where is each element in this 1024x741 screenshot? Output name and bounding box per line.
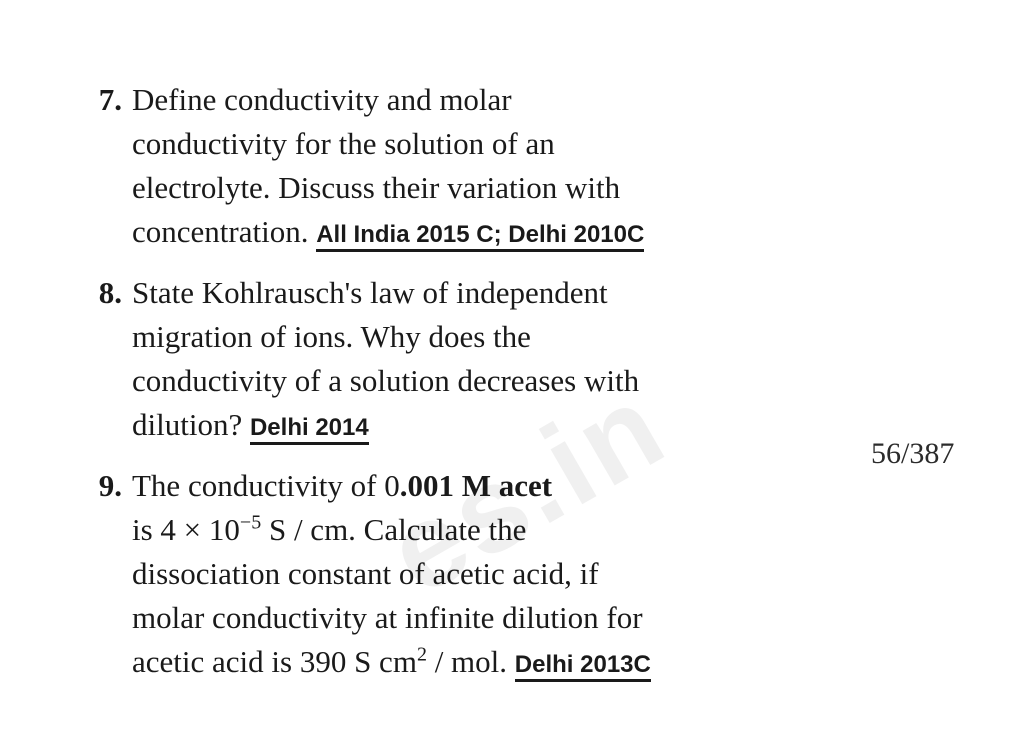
text-line: dilution? bbox=[132, 407, 250, 442]
superscript: −5 bbox=[240, 512, 261, 534]
question-number: 8. bbox=[60, 271, 132, 315]
question-body: State Kohlrausch's law of independent mi… bbox=[132, 271, 964, 450]
text-line: State Kohlrausch's law of independent bbox=[132, 275, 608, 310]
question-8: 8. State Kohlrausch's law of independent… bbox=[60, 271, 964, 450]
text-line: migration of ions. Why does the bbox=[132, 319, 531, 354]
superscript: 2 bbox=[417, 644, 427, 666]
question-body: The conductivity of 0.001 M acet is 4 × … bbox=[132, 464, 964, 687]
text-line: is 4 × 10 bbox=[132, 512, 240, 547]
question-body: Define conductivity and molar conductivi… bbox=[132, 78, 964, 257]
text-line: electrolyte. Discuss their variation wit… bbox=[132, 170, 620, 205]
text-line: conductivity for the solution of an bbox=[132, 126, 555, 161]
source-tag: All India 2015 C; Delhi 2010C bbox=[316, 221, 644, 252]
question-9: 9. The conductivity of 0.001 M acet is 4… bbox=[60, 464, 964, 687]
text-line: molar conductivity at infinite dilution … bbox=[132, 600, 643, 635]
text-line: acetic acid is 390 S cm bbox=[132, 644, 417, 679]
question-7: 7. Define conductivity and molar conduct… bbox=[60, 78, 964, 257]
text-line: concentration. bbox=[132, 214, 316, 249]
text-line: S / cm. Calculate the bbox=[261, 512, 526, 547]
text-line: conductivity of a solution decreases wit… bbox=[132, 363, 639, 398]
source-tag: Delhi 2014 bbox=[250, 414, 369, 445]
text-line: dissociation constant of acetic acid, if bbox=[132, 556, 599, 591]
text-line: Define conductivity and molar bbox=[132, 82, 512, 117]
question-number: 9. bbox=[60, 464, 132, 508]
question-number: 7. bbox=[60, 78, 132, 122]
text-line-bold: .001 M acet bbox=[400, 468, 552, 503]
page-indicator: 56/387 bbox=[871, 437, 954, 471]
text-line: The conductivity of 0 bbox=[132, 468, 400, 503]
text-line: / mol. bbox=[427, 644, 515, 679]
source-tag: Delhi 2013C bbox=[515, 651, 651, 682]
page-root: es.in 7. Define conductivity and molar c… bbox=[0, 0, 1024, 741]
